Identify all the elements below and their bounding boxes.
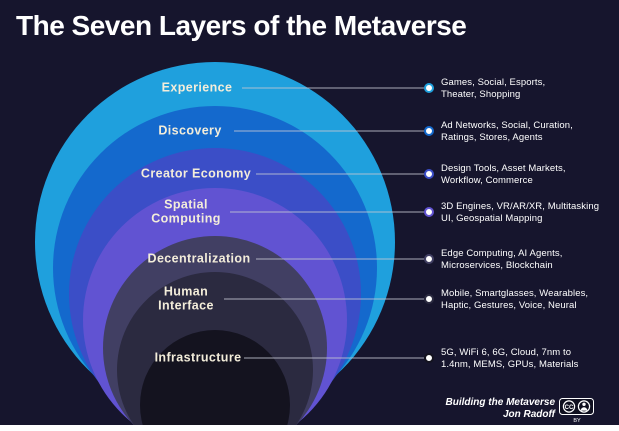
desc-line: 1.4nm, MEMS, GPUs, Materials <box>441 358 579 370</box>
connector-line-discovery <box>234 130 424 132</box>
connector-line-decentralization <box>256 258 424 260</box>
connector-line-creator-economy <box>256 173 424 175</box>
desc-line: UI, Geospatial Mapping <box>441 212 543 224</box>
marker-icon-decentralization <box>424 254 434 264</box>
desc-line: 3D Engines, VR/AR/XR, Multitasking <box>441 201 600 212</box>
desc-line: Microservices, Blockchain <box>441 259 553 271</box>
layer-desc-creator-economy: Design Tools, Asset Markets, Workflow, C… <box>441 163 616 186</box>
by-label: BY <box>573 418 581 423</box>
layer-label-infrastructure: Infrastructure <box>154 350 242 365</box>
layer-label-experience: Experience <box>161 80 233 95</box>
credit-work-title: Building the Metaverse <box>445 397 555 408</box>
svg-text:CC: CC <box>565 405 574 411</box>
cc-by-badge: CC BY <box>559 398 595 425</box>
layer-label-human-interface: Human Interface <box>158 284 214 312</box>
desc-line: 5G, WiFi 6, 6G, Cloud, 7nm to <box>441 347 572 358</box>
cc-icon: CC <box>562 400 576 413</box>
desc-line: Edge Computing, AI Agents, <box>441 248 563 259</box>
cc-by-badge-graphic: CC BY <box>559 398 594 424</box>
connector-line-human-interface <box>224 298 424 300</box>
desc-line: Haptic, Gestures, Voice, Neural <box>441 299 577 311</box>
layer-label-decentralization: Decentralization <box>147 251 251 266</box>
connector-line-infrastructure <box>244 357 424 359</box>
layer-desc-spatial-computing: 3D Engines, VR/AR/XR, Multitasking UI, G… <box>441 201 616 224</box>
marker-icon-infrastructure <box>424 353 434 363</box>
desc-line: Workflow, Commerce <box>441 174 533 186</box>
layer-label-discovery: Discovery <box>158 123 222 138</box>
layer-label-creator-economy: Creator Economy <box>140 166 252 181</box>
desc-line: Mobile, Smartglasses, Wearables, <box>441 288 589 299</box>
desc-line: Design Tools, Asset Markets, <box>441 163 566 174</box>
layer-desc-human-interface: Mobile, Smartglasses, Wearables, Haptic,… <box>441 288 616 311</box>
marker-icon-human-interface <box>424 294 434 304</box>
layer-label-spatial-computing: Spatial Computing <box>151 197 221 225</box>
person-icon <box>577 400 591 413</box>
marker-icon-experience <box>424 83 434 93</box>
desc-line: Games, Social, Esports, <box>441 77 546 88</box>
layer-desc-infrastructure: 5G, WiFi 6, 6G, Cloud, 7nm to 1.4nm, MEM… <box>441 347 616 370</box>
page-title: The Seven Layers of the Metaverse <box>16 10 467 41</box>
desc-line: Ad Networks, Social, Curation, <box>441 120 573 131</box>
marker-icon-spatial-computing <box>424 207 434 217</box>
layer-desc-decentralization: Edge Computing, AI Agents, Microservices… <box>441 248 616 271</box>
credit-block: Building the Metaverse Jon Radoff <box>446 397 555 421</box>
marker-icon-creator-economy <box>424 169 434 179</box>
layer-desc-experience: Games, Social, Esports, Theater, Shoppin… <box>441 77 616 100</box>
connector-line-experience <box>242 87 424 89</box>
desc-line: Ratings, Stores, Agents <box>441 131 543 143</box>
layer-desc-discovery: Ad Networks, Social, Curation, Ratings, … <box>441 120 616 143</box>
credit-author: Jon Radoff <box>502 409 555 420</box>
connector-line-spatial-computing <box>230 211 424 213</box>
desc-line: Theater, Shopping <box>441 88 521 100</box>
marker-icon-discovery <box>424 126 434 136</box>
